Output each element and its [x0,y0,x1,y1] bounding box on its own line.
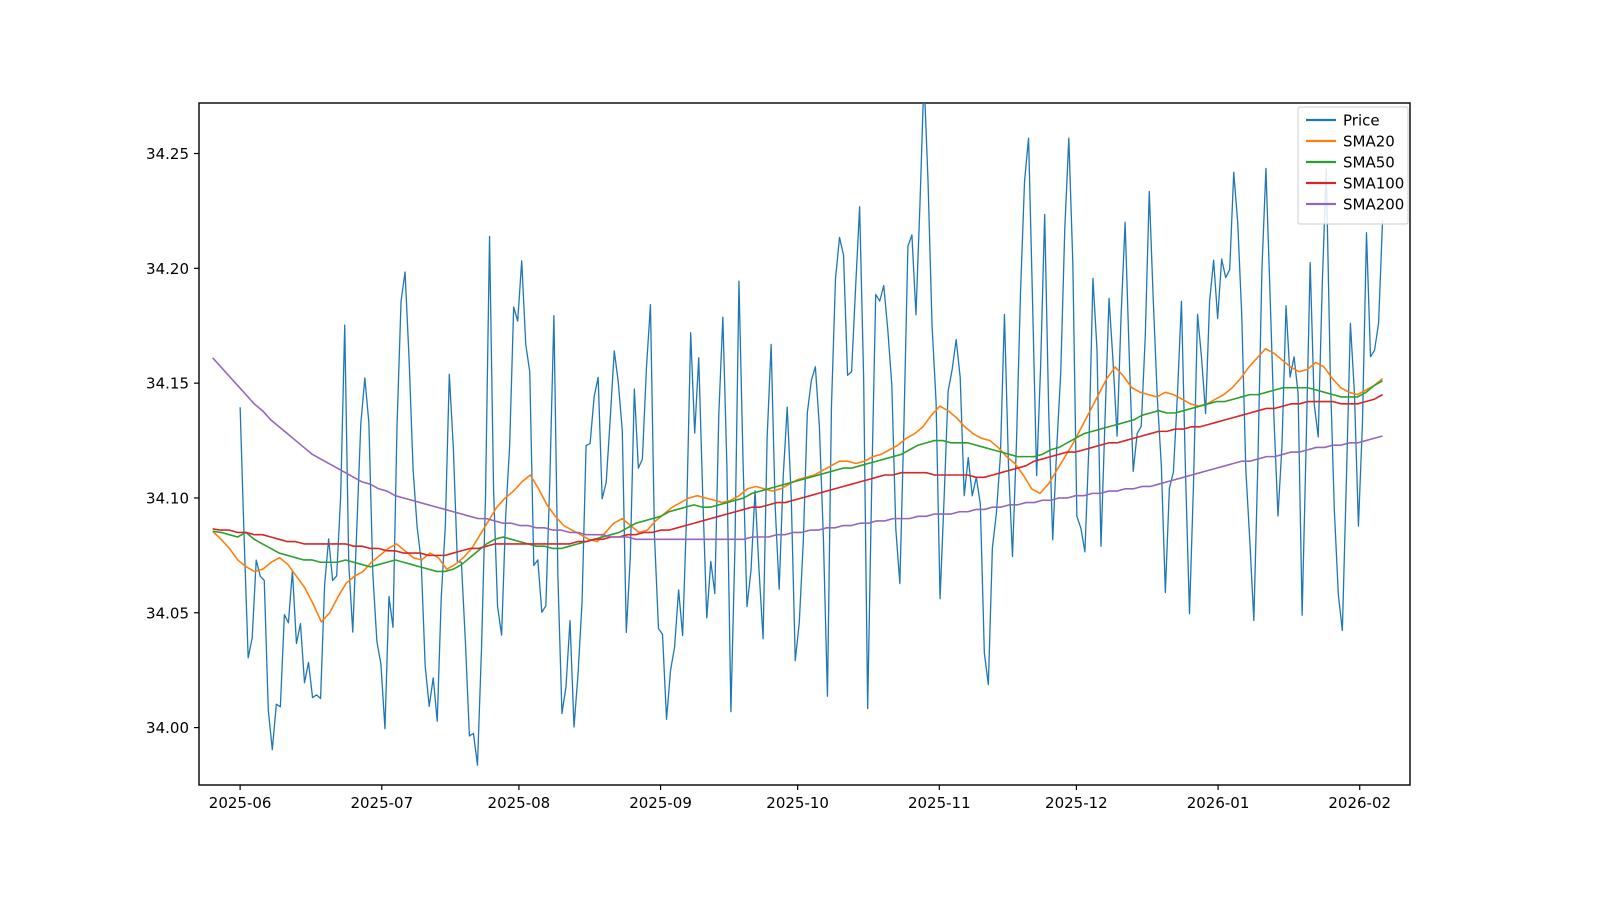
y-tick-label: 34.00 [146,719,189,737]
y-axis-tick-labels: 34.00 34.05 34.10 34.15 34.20 34.25 [146,145,199,737]
y-tick-label: 34.10 [146,489,189,507]
series-line-sma50 [212,380,1383,573]
axes-spines [198,102,1411,786]
y-tick-label: 34.20 [146,260,189,278]
x-tick-label: 2025-08 [488,794,551,812]
x-axis-tick-labels: 2025-06 2025-07 2025-08 2025-09 2025-10 2025-… [209,785,1391,812]
y-tick-label: 34.05 [146,604,189,622]
legend-box [1297,106,1409,225]
axis-group [198,102,1411,786]
x-tick-label: 2026-01 [1187,794,1250,812]
series-line-sma100 [212,393,1383,557]
legend-label-sma100[interactable]: SMA100 [1343,175,1404,193]
legend-label-sma50[interactable]: SMA50 [1343,154,1395,172]
x-tick-label: 2025-06 [209,794,272,812]
chart-legend[interactable]: Price SMA20 SMA50 SMA100 SMA200 [1297,106,1409,225]
x-tick-label: 2025-09 [629,794,692,812]
x-tick-label: 2025-11 [908,794,971,812]
x-tick-label: 2025-07 [350,794,413,812]
series-lines [212,103,1384,766]
series-line-sma200 [212,357,1383,541]
x-tick-label: 2025-12 [1045,794,1108,812]
legend-label-sma200[interactable]: SMA200 [1343,196,1404,214]
legend-label-price[interactable]: Price [1343,112,1380,130]
y-tick-label: 34.25 [146,145,189,163]
x-tick-label: 2025-10 [766,794,829,812]
series-line-price [239,103,1384,766]
y-tick-label: 34.15 [146,375,189,393]
x-tick-label: 2026-02 [1328,794,1391,812]
legend-label-sma20[interactable]: SMA20 [1343,133,1395,151]
